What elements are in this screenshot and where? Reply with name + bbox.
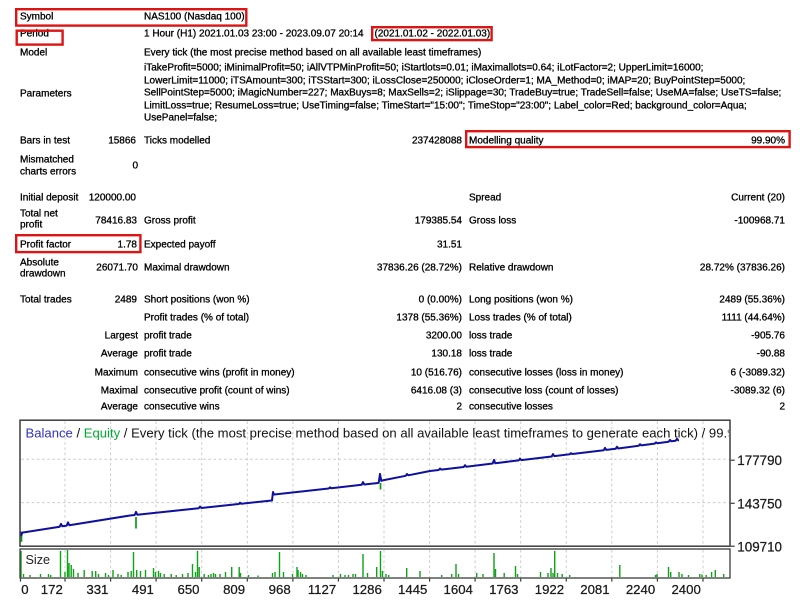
svg-text:143750: 143750 (737, 497, 782, 512)
svg-text:1763: 1763 (489, 582, 518, 597)
svg-text:2240: 2240 (626, 582, 655, 597)
svg-text:2400: 2400 (671, 582, 700, 597)
svg-text:0: 0 (21, 582, 28, 597)
svg-text:1127: 1127 (308, 582, 336, 597)
svg-text:1286: 1286 (352, 582, 381, 597)
svg-text:331: 331 (86, 582, 108, 597)
svg-text:1604: 1604 (444, 582, 473, 597)
svg-text:172: 172 (41, 582, 63, 597)
svg-text:1922: 1922 (535, 582, 564, 597)
svg-text:809: 809 (223, 582, 245, 597)
svg-text:109710: 109710 (737, 540, 782, 555)
svg-text:177790: 177790 (737, 453, 782, 468)
svg-text:Size: Size (26, 553, 51, 567)
svg-text:Balance / Equity / Every tick: Balance / Equity / Every tick (the most … (26, 425, 754, 440)
svg-text:650: 650 (177, 582, 199, 597)
svg-text:491: 491 (132, 582, 154, 597)
svg-text:1445: 1445 (398, 582, 427, 597)
svg-text:2081: 2081 (580, 582, 609, 597)
svg-text:968: 968 (269, 582, 291, 597)
